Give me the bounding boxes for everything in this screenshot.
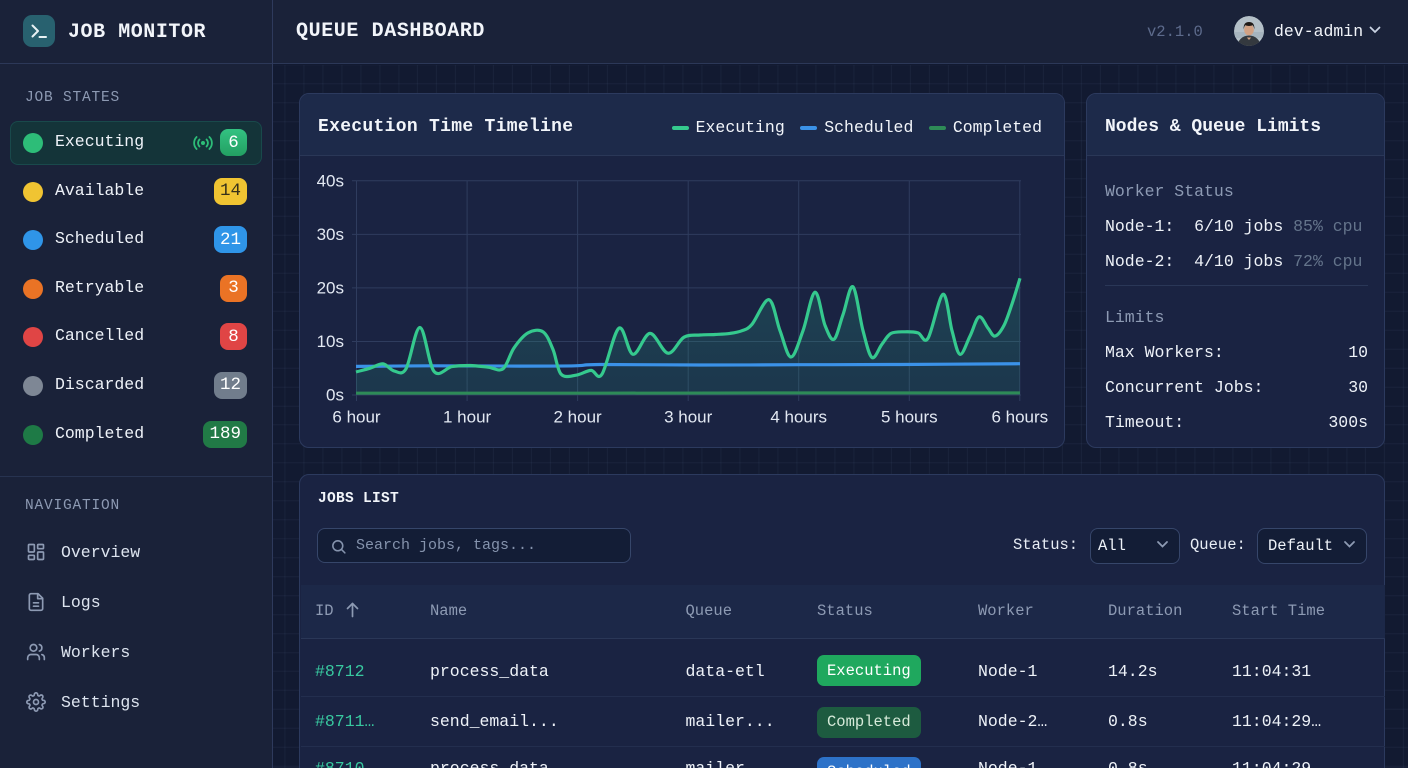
svg-text:6 hours: 6 hours	[991, 408, 1048, 427]
svg-text:4 hours: 4 hours	[770, 408, 827, 427]
svg-text:1 hour: 1 hour	[443, 408, 492, 427]
svg-text:20s: 20s	[317, 279, 344, 298]
svg-text:3 hour: 3 hour	[664, 408, 713, 427]
svg-text:6 hour: 6 hour	[332, 408, 381, 427]
svg-text:5 hours: 5 hours	[881, 408, 938, 427]
svg-text:30s: 30s	[317, 225, 344, 244]
svg-text:2 hour: 2 hour	[553, 408, 602, 427]
svg-text:10s: 10s	[317, 332, 344, 351]
svg-text:40s: 40s	[317, 172, 344, 191]
svg-text:0s: 0s	[326, 386, 344, 405]
